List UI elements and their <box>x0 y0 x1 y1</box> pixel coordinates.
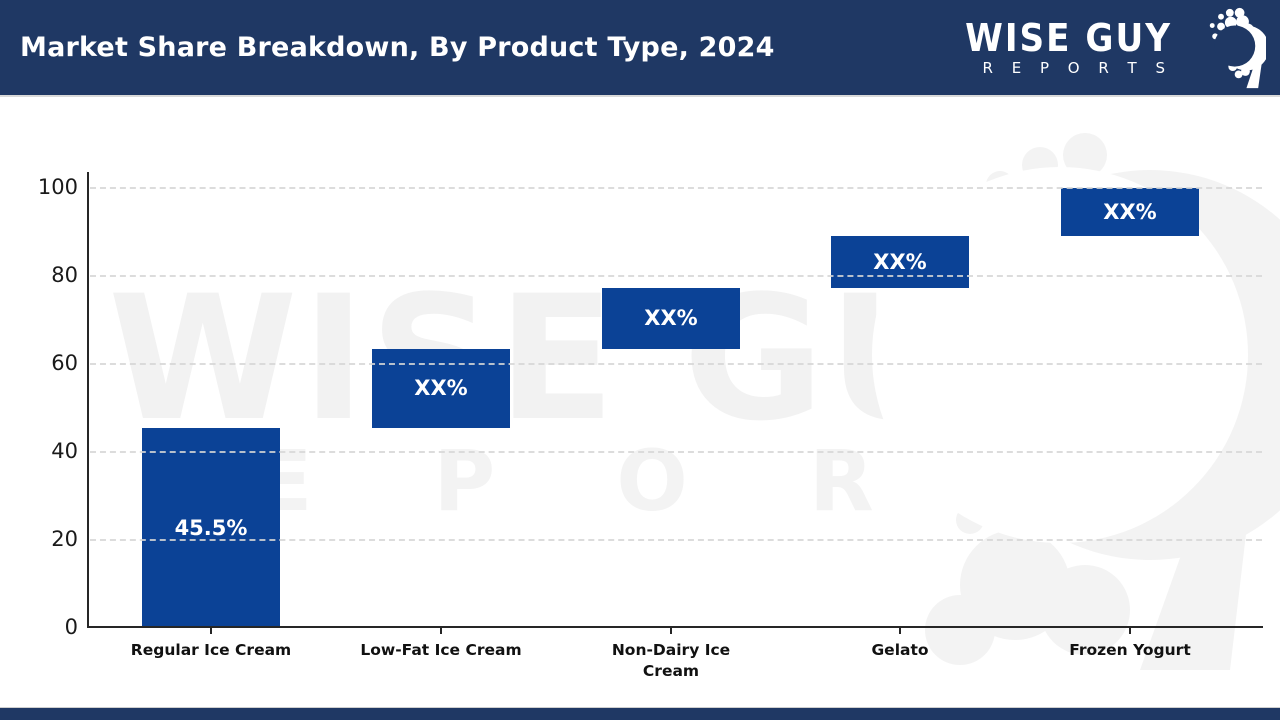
x-tick-non-dairy-ice-cream <box>670 628 672 634</box>
x-axis-label-gelato: Gelato <box>871 641 929 659</box>
logo-text: WISE GUY R E P O R T S <box>965 19 1172 77</box>
logo-reports-text: R E P O R T S <box>982 58 1172 77</box>
x-axis-label-non-dairy-ice-cream: Non-Dairy Ice Cream <box>611 641 731 680</box>
x-tick-low-fat-ice-cream <box>440 628 442 634</box>
x-axis-spine <box>87 626 1263 628</box>
page-title: Market Share Breakdown, By Product Type,… <box>20 32 775 63</box>
bar-value-label-frozen-yogurt: XX% <box>1103 200 1157 225</box>
x-tick-gelato <box>899 628 901 634</box>
y-tick-label-40: 40 <box>51 439 78 463</box>
footer-bar <box>0 707 1280 720</box>
bar-value-label-non-dairy-ice-cream: XX% <box>644 306 698 331</box>
bar-regular-ice-cream: 45.5% <box>142 427 280 628</box>
bar-gelato: XX% <box>831 236 969 288</box>
bar-value-label-gelato: XX% <box>873 250 927 275</box>
x-axis-label-frozen-yogurt: Frozen Yogurt <box>1069 641 1191 659</box>
plot-area: 0 20 40 60 80 100 45.5% Regular Ice Cream XX% Low… <box>0 97 1280 707</box>
y-tick-label-20: 20 <box>51 527 78 551</box>
gridline-60 <box>90 363 1262 365</box>
gridline-100 <box>90 187 1262 189</box>
bar-value-label-low-fat-ice-cream: XX% <box>414 376 468 401</box>
x-axis-label-regular-ice-cream: Regular Ice Cream <box>130 641 292 659</box>
bar-value-label-regular-ice-cream: 45.5% <box>174 515 248 540</box>
wise-guy-reports-logo: WISE GUY R E P O R T S <box>965 4 1280 92</box>
bar-non-dairy-ice-cream: XX% <box>602 287 740 349</box>
logo-dotted-head-icon <box>1209 7 1266 88</box>
y-tick-label-0: 0 <box>64 615 78 639</box>
logo-wise-guy-text: WISE GUY <box>965 15 1172 60</box>
gridline-80 <box>90 275 1262 277</box>
gridline-40 <box>90 451 1262 453</box>
bar-frozen-yogurt: XX% <box>1061 188 1199 237</box>
header-bar: Market Share Breakdown, By Product Type,… <box>0 0 1280 97</box>
x-tick-regular-ice-cream <box>210 628 212 634</box>
x-axis-label-low-fat-ice-cream: Low-Fat Ice Cream <box>360 641 522 659</box>
gridline-20 <box>90 539 1262 541</box>
y-tick-label-60: 60 <box>51 351 78 375</box>
bar-low-fat-ice-cream: XX% <box>372 348 510 428</box>
x-tick-frozen-yogurt <box>1129 628 1131 634</box>
y-tick-label-80: 80 <box>51 263 78 287</box>
y-tick-label-100: 100 <box>37 175 78 199</box>
y-axis-spine <box>87 172 89 628</box>
